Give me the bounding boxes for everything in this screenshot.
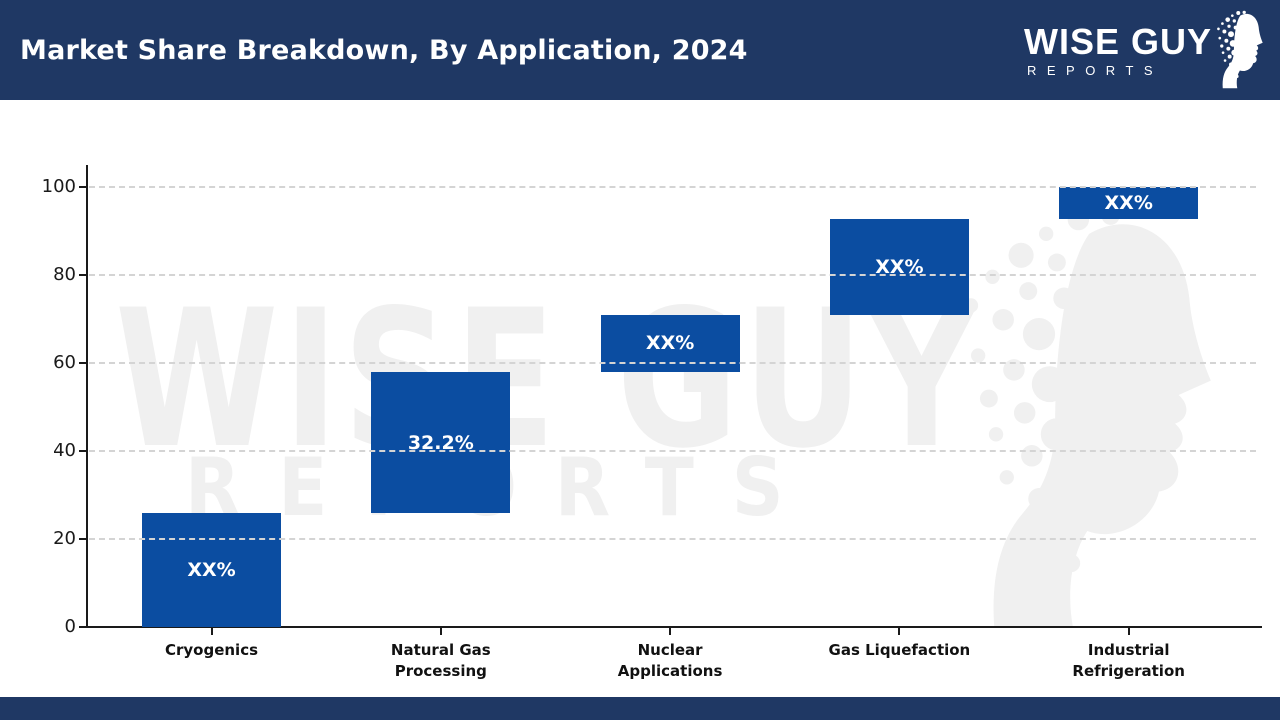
header-bar: Market Share Breakdown, By Application, … xyxy=(0,0,1280,100)
x-tick-mark xyxy=(1127,628,1130,635)
chart-title: Market Share Breakdown, By Application, … xyxy=(20,34,748,66)
x-tick-label-line: Applications xyxy=(617,662,723,680)
y-tick-mark xyxy=(79,186,86,188)
logo-text: WISE GUY REPORTS xyxy=(1023,20,1212,78)
x-tick-label-line: Processing xyxy=(394,662,487,680)
bar-segment xyxy=(142,513,281,627)
y-gridline-100 xyxy=(89,186,1256,188)
bar-value-label: XX% xyxy=(645,332,695,355)
y-tick-mark xyxy=(79,450,86,452)
y-tick-label: 100 xyxy=(41,176,76,197)
x-tick-label-line: Cryogenics xyxy=(164,641,259,659)
y-axis-line xyxy=(86,165,88,628)
bar-value-label: XX% xyxy=(875,255,924,278)
y-gridline-40 xyxy=(89,450,1256,452)
y-gridline-60 xyxy=(89,362,1256,364)
x-tick-label-line: Industrial xyxy=(1087,641,1170,659)
bar-value-label: XX% xyxy=(1104,191,1153,214)
logo-wiseguy-label: WISE GUY xyxy=(1023,20,1212,62)
x-tick-label: Industrial Refrigeration xyxy=(1029,640,1229,682)
y-tick-label: 60 xyxy=(53,352,76,373)
x-tick-mark xyxy=(898,628,901,635)
y-tick-mark xyxy=(79,362,86,364)
y-gridline-20 xyxy=(89,538,1256,540)
x-tick-label-line: Refrigeration xyxy=(1072,662,1185,680)
x-tick-label: Cryogenics xyxy=(112,640,312,661)
bar-segment xyxy=(371,371,511,514)
x-tick-label: Gas Liquefaction xyxy=(799,640,999,661)
y-tick-mark xyxy=(79,538,86,540)
logo-reports-label: REPORTS xyxy=(1026,62,1164,78)
bar-segment xyxy=(829,218,969,315)
y-tick-label: 40 xyxy=(53,440,76,461)
x-tick-label: Natural Gas Processing xyxy=(341,640,541,682)
x-tick-label: Nuclear Applications xyxy=(570,640,770,682)
footer-bar xyxy=(0,697,1280,720)
x-tick-label-line: Natural Gas xyxy=(390,641,491,659)
y-tick-label: 80 xyxy=(53,264,76,285)
y-gridline-80 xyxy=(89,274,1256,276)
bar-segment xyxy=(1059,187,1199,219)
bar-value-label: XX% xyxy=(187,559,236,582)
x-tick-mark xyxy=(669,628,672,635)
y-tick-label: 0 xyxy=(64,616,76,637)
logo-face-icon xyxy=(1217,10,1263,89)
y-tick-mark xyxy=(79,274,86,276)
bar-value-label: 32.2% xyxy=(407,431,474,454)
x-tick-mark xyxy=(439,628,442,635)
y-tick-label: 20 xyxy=(53,528,76,549)
x-tick-label-line: Gas Liquefaction xyxy=(828,641,971,659)
wise-guy-reports-logo: WISE GUY REPORTS xyxy=(1024,8,1264,92)
x-axis-line xyxy=(86,626,1262,628)
y-tick-mark xyxy=(79,626,86,628)
x-tick-mark xyxy=(210,628,213,635)
x-tick-label-line: Nuclear xyxy=(637,641,703,659)
watermark-wiseguy-text: WISE GUY xyxy=(115,269,980,490)
